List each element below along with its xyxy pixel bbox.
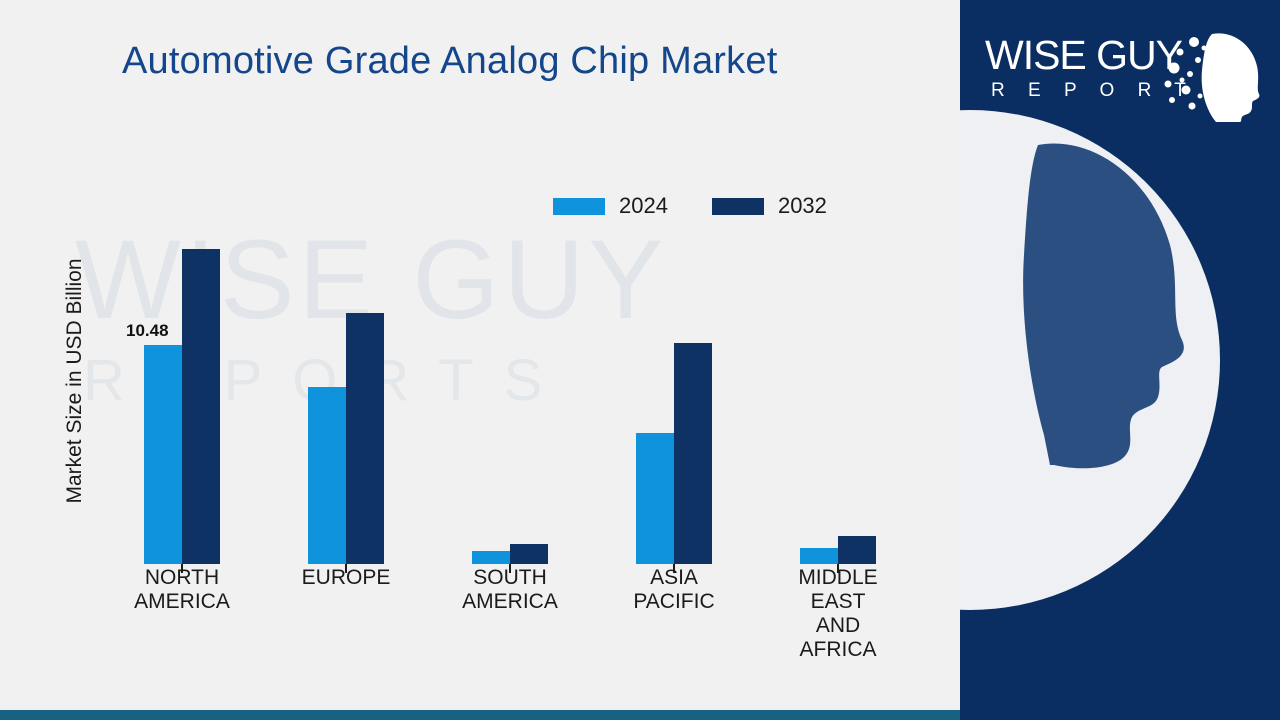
axis-tick [673, 564, 675, 573]
bar-2024[interactable] [144, 345, 182, 564]
plot-area: 10.48 [100, 230, 920, 573]
legend-swatch-2024 [553, 197, 605, 215]
x-axis-label: EUROPE [301, 566, 391, 589]
x-axis-label: SOUTH AMERICA [462, 566, 558, 613]
bar-group [281, 230, 411, 573]
x-axis-label: NORTH AMERICA [134, 566, 230, 613]
bar-2032[interactable] [182, 249, 220, 564]
bar-2024[interactable] [800, 548, 838, 564]
x-axis-label: ASIA PACIFIC [633, 566, 715, 613]
bar-pair [281, 230, 411, 564]
bar-value-label: 10.48 [126, 321, 169, 340]
legend-item-2032: 2032 [711, 193, 827, 219]
bar-pair [609, 230, 739, 564]
bar-pair [773, 230, 903, 564]
bar-group: 10.48 [117, 230, 247, 573]
axis-tick [345, 564, 347, 573]
legend-label-2032: 2032 [777, 193, 827, 218]
panel-head-profile-icon [1023, 143, 1184, 469]
legend-label-2024: 2024 [619, 193, 668, 218]
bottom-accent-strip [0, 710, 960, 720]
bar-2032[interactable] [346, 313, 384, 564]
bar-2032[interactable] [510, 544, 548, 564]
bar-group [445, 230, 575, 573]
bar-pair [445, 230, 575, 564]
bar-group [773, 230, 903, 573]
chart-legend: 2024 2032 [553, 193, 827, 219]
logo-tagline: R E P O R T S [991, 80, 1231, 101]
logo-head-profile-icon [1164, 33, 1260, 122]
axis-tick [509, 564, 511, 573]
bar-2024[interactable] [636, 433, 674, 564]
axis-tick [181, 564, 183, 573]
axis-tick [837, 564, 839, 573]
x-axis-category-labels: NORTH AMERICA EUROPE SOUTH AMERICA ASIA PACIFI… [100, 566, 920, 676]
bar-2024[interactable] [472, 551, 510, 564]
bar-group [609, 230, 739, 573]
bar-2032[interactable] [838, 536, 876, 564]
x-axis-label: MIDDLE EAST AND AFRICA [798, 566, 878, 661]
logo-wordmark: WISE GUY [985, 32, 1183, 78]
bar-pair [117, 230, 247, 564]
brand-logo: WISE GUY R E P O R T S [985, 32, 1265, 122]
bar-2024[interactable] [308, 387, 346, 564]
y-axis-label: Market Size in USD Billion [58, 196, 92, 566]
bar-2032[interactable] [674, 343, 712, 564]
chart-title: Automotive Grade Analog Chip Market [122, 40, 778, 82]
legend-swatch-2032 [711, 197, 764, 215]
y-axis-label-text: Market Size in USD Billion [63, 258, 86, 504]
panel-dot-cluster-icon [960, 150, 1085, 520]
legend-item-2024: 2024 [553, 193, 668, 219]
